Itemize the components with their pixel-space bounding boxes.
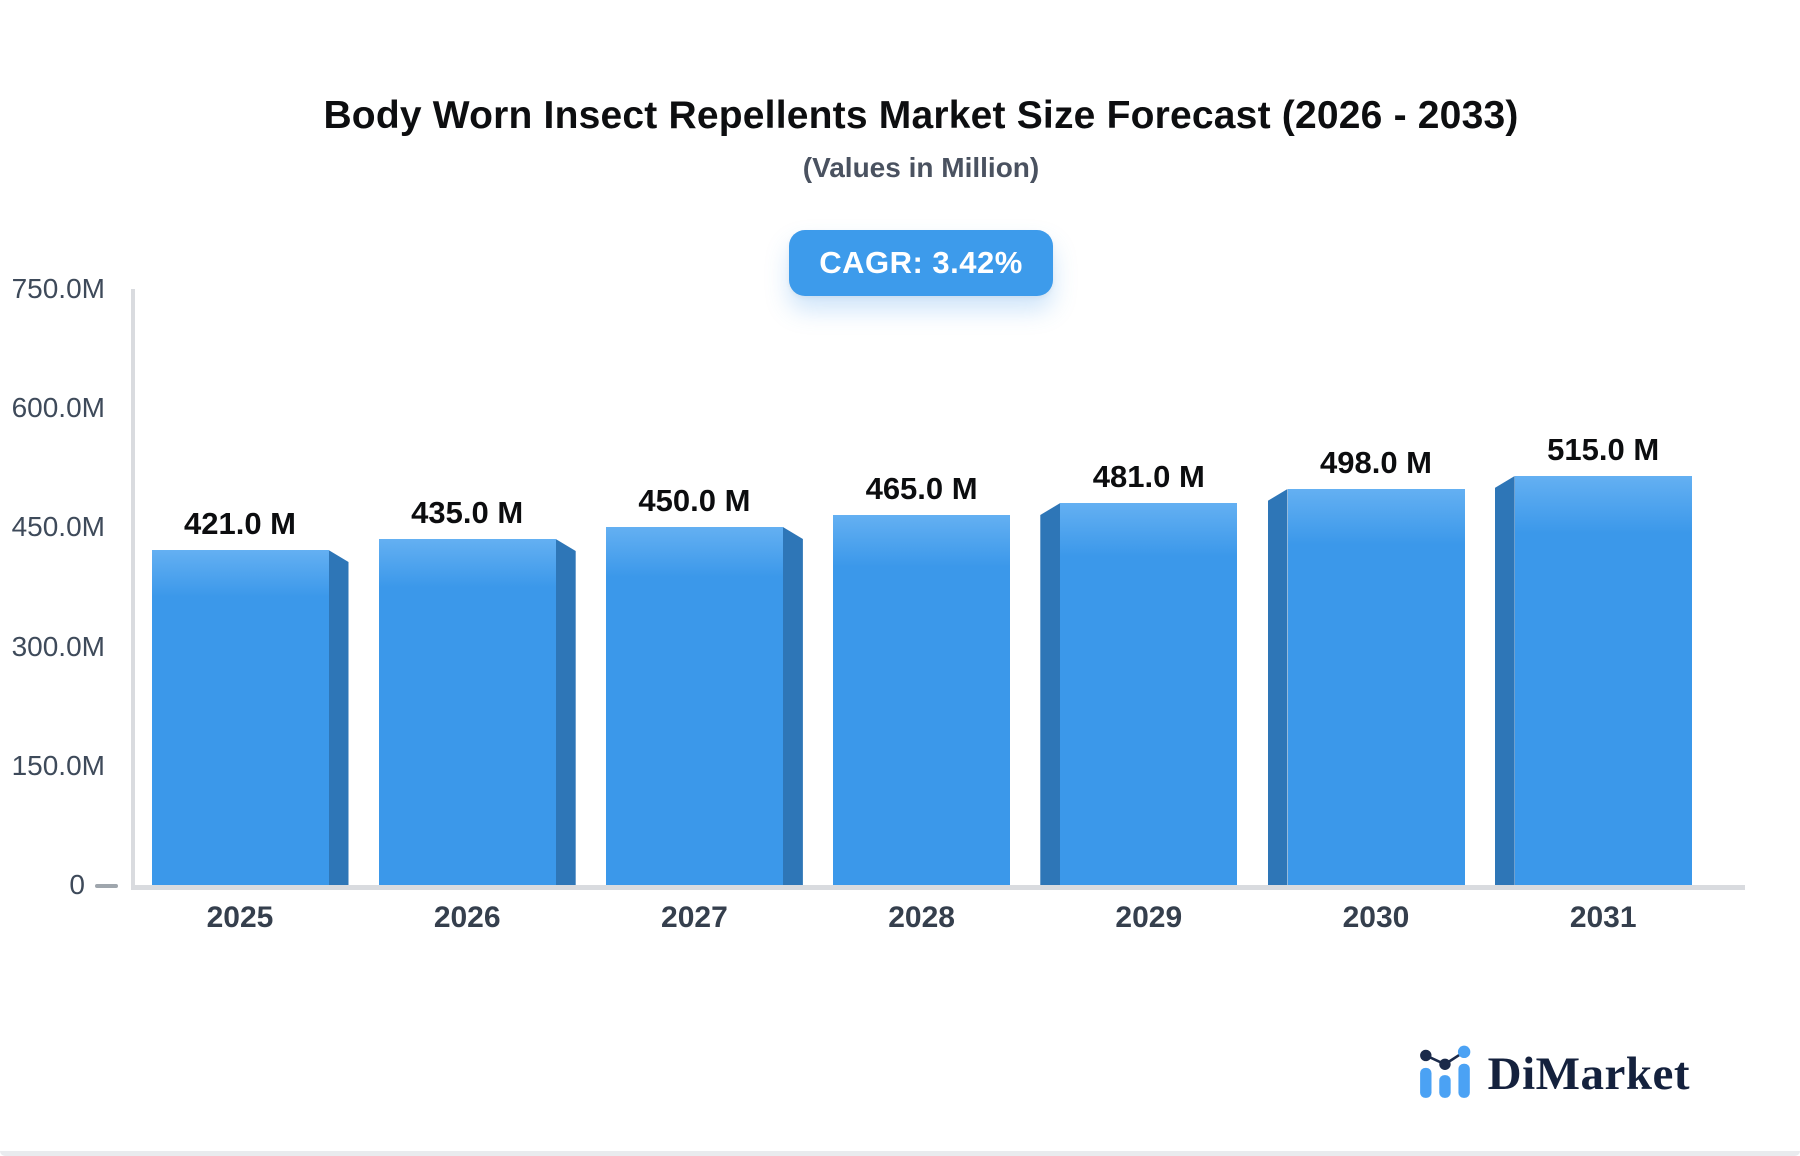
zero-tick-dash — [95, 884, 118, 888]
bar-value-label-2026: 435.0 M — [411, 495, 524, 530]
page-title: Body Worn Insect Repellents Market Size … — [323, 94, 1519, 137]
x-axis-line — [131, 885, 1745, 890]
cagr-badge: CAGR: 3.42% — [789, 230, 1053, 296]
bar-2026 — [378, 539, 556, 885]
chart-header: Body Worn Insect Repellents Market Size … — [0, 0, 1800, 296]
bar-value-label-2031: 515.0 M — [1547, 432, 1660, 467]
x-axis-label-2029: 2029 — [1115, 901, 1183, 934]
dimarket-logo: DiMarket — [1418, 1042, 1690, 1105]
bar-value-label-2027: 450.0 M — [638, 483, 751, 518]
x-axis-label-2028: 2028 — [888, 901, 955, 934]
bar-2028 — [833, 515, 1011, 885]
logo-text: DiMarket — [1487, 1047, 1690, 1100]
bar-chart-logo-icon — [1418, 1042, 1474, 1105]
y-tick-label-150.0m: 150.0M — [11, 749, 105, 781]
bar-side-2025 — [328, 550, 349, 885]
x-axis-label-2030: 2030 — [1342, 901, 1410, 934]
bar-value-label-2025: 421.0 M — [183, 506, 296, 541]
x-axis-label-2027: 2027 — [661, 901, 728, 934]
bottom-edge-divider — [0, 1151, 1800, 1156]
bar-value-label-2029: 481.0 M — [1092, 459, 1205, 494]
bar-2030 — [1287, 489, 1465, 885]
bar-value-label-2030: 498.0 M — [1319, 445, 1432, 480]
chart-subtitle: (Values in Million) — [802, 152, 1040, 183]
y-tick-label-300.0m: 300.0M — [11, 630, 105, 662]
bar-2031 — [1514, 476, 1692, 885]
bar-side-2029 — [1040, 503, 1061, 885]
bar-side-2027 — [782, 527, 803, 885]
y-tick-label-600.0m: 600.0M — [11, 392, 105, 424]
bar-2029 — [1060, 503, 1238, 885]
bar-side-2030 — [1267, 489, 1288, 885]
x-axis-label-2031: 2031 — [1569, 901, 1637, 934]
y-tick-label-0: 0 — [69, 869, 85, 900]
bar-side-2031 — [1494, 476, 1515, 885]
x-axis-label-2026: 2026 — [433, 901, 501, 934]
y-axis-line — [131, 289, 135, 886]
x-axis-label-2025: 2025 — [206, 901, 274, 934]
bar-2025 — [151, 550, 329, 885]
bar-2027 — [605, 527, 783, 885]
bar-side-2026 — [555, 539, 576, 885]
bar-value-label-2028: 465.0 M — [865, 471, 978, 506]
y-tick-label-450.0m: 450.0M — [11, 511, 105, 543]
y-tick-label-750.0m: 750.0M — [11, 273, 105, 304]
